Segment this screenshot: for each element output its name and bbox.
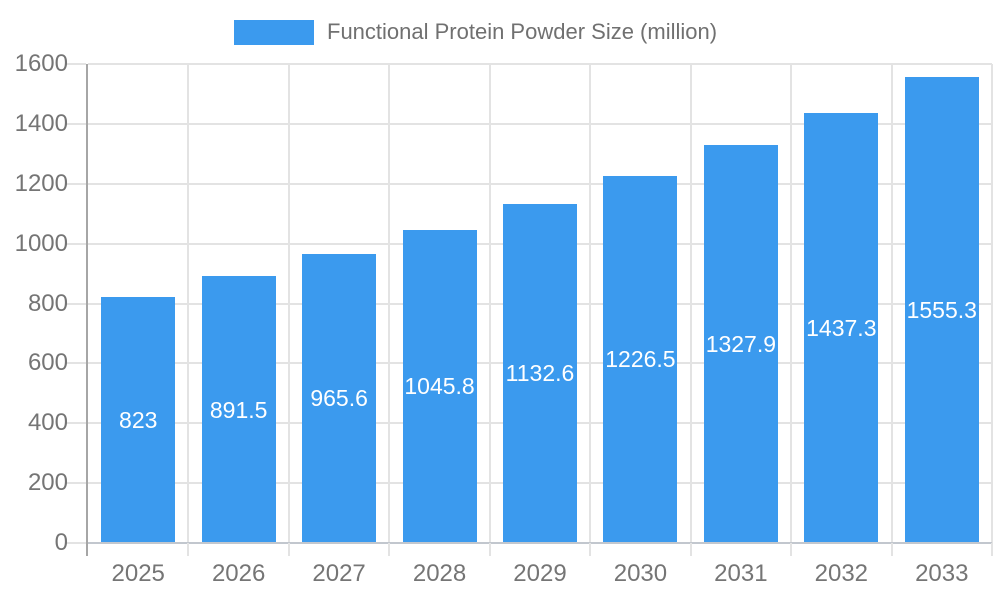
legend-swatch — [234, 19, 314, 45]
bar-value-label: 1555.3 — [906, 297, 977, 324]
x-axis-tick-label: 2027 — [312, 560, 366, 587]
y-axis-tick — [66, 482, 86, 485]
y-axis-tick-label: 1400 — [14, 109, 68, 137]
x-axis-tick-label: 2033 — [915, 560, 969, 587]
x-axis-tick — [488, 543, 491, 556]
gridline-vertical — [991, 64, 993, 543]
y-axis-tick — [66, 542, 86, 544]
y-axis-tick-label: 400 — [27, 409, 68, 437]
y-axis-tick-label: 0 — [54, 529, 68, 556]
x-axis-tick — [187, 543, 190, 556]
bar-value-label: 965.6 — [310, 385, 368, 412]
bar-value-label: 1327.9 — [705, 331, 777, 358]
gridline-vertical — [589, 64, 592, 543]
x-axis-line — [88, 542, 992, 544]
y-axis-tick-label: 800 — [27, 289, 68, 317]
gridline-horizontal — [88, 182, 992, 185]
y-axis-tick — [66, 302, 86, 305]
bar-value-label: 1226.5 — [605, 346, 676, 373]
y-axis-tick-label: 1600 — [14, 50, 68, 77]
gridline-vertical — [388, 64, 391, 543]
bar-value-label: 1132.6 — [505, 360, 575, 387]
bar-2028[interactable] — [402, 229, 477, 543]
x-axis-tick-label: 2031 — [714, 560, 768, 587]
y-axis-tick — [66, 182, 86, 185]
bar-2025[interactable] — [101, 296, 176, 543]
y-axis-tick — [66, 242, 86, 245]
gridline-vertical — [488, 64, 491, 543]
bar-2031[interactable] — [703, 145, 778, 543]
y-axis-tick — [66, 362, 86, 365]
x-axis-tick-label: 2032 — [814, 560, 869, 587]
x-axis-tick-label: 2028 — [412, 560, 467, 587]
bar-value-label: 1437.3 — [806, 314, 877, 341]
x-axis-tick — [388, 543, 391, 556]
x-axis-tick-label: 2025 — [111, 560, 165, 587]
y-axis-tick — [66, 122, 86, 125]
bar-2033[interactable] — [904, 77, 979, 543]
gridline-vertical — [790, 64, 793, 543]
x-axis-tick-label: 2029 — [513, 560, 567, 587]
plot-area: 823 891.5 965.6 1045.8 1132.6 1226.5 1327.9 143… — [88, 63, 993, 543]
bar-value-label: 1045.8 — [404, 373, 475, 400]
x-axis-tick — [689, 543, 692, 556]
x-axis-tick — [890, 543, 893, 556]
bar-2030[interactable] — [603, 175, 678, 543]
legend-item[interactable]: Functional Protein Powder Size (million) — [234, 19, 717, 45]
bar-2027[interactable] — [302, 253, 377, 543]
x-axis-tick — [287, 543, 290, 556]
x-axis-tick-label: 2026 — [211, 560, 266, 587]
x-axis-tick — [991, 543, 993, 556]
y-axis-line — [86, 64, 88, 556]
legend-label: Functional Protein Powder Size (million) — [327, 19, 718, 44]
y-axis-tick-label: 1000 — [14, 229, 68, 257]
bar-2026[interactable] — [201, 276, 276, 543]
gridline-vertical — [689, 64, 692, 543]
bar-2032[interactable] — [804, 112, 879, 543]
y-axis-tick — [66, 422, 86, 425]
y-axis-tick-label: 1200 — [14, 169, 68, 197]
x-axis-tick — [790, 543, 793, 556]
bar-2029[interactable] — [503, 203, 577, 543]
gridline-vertical — [187, 64, 190, 543]
gridline-horizontal — [88, 122, 992, 125]
y-axis-tick-label: 600 — [27, 349, 68, 377]
x-axis-tick-label: 2030 — [613, 560, 668, 587]
y-axis-tick-label: 200 — [27, 469, 68, 497]
bar-value-label: 823 — [119, 406, 158, 433]
gridline-vertical — [287, 64, 290, 543]
y-axis-tick — [66, 63, 86, 65]
x-axis-tick — [589, 543, 592, 556]
bar-value-label: 891.5 — [209, 396, 268, 423]
gridline-vertical — [890, 64, 893, 543]
gridline-horizontal — [88, 63, 992, 65]
